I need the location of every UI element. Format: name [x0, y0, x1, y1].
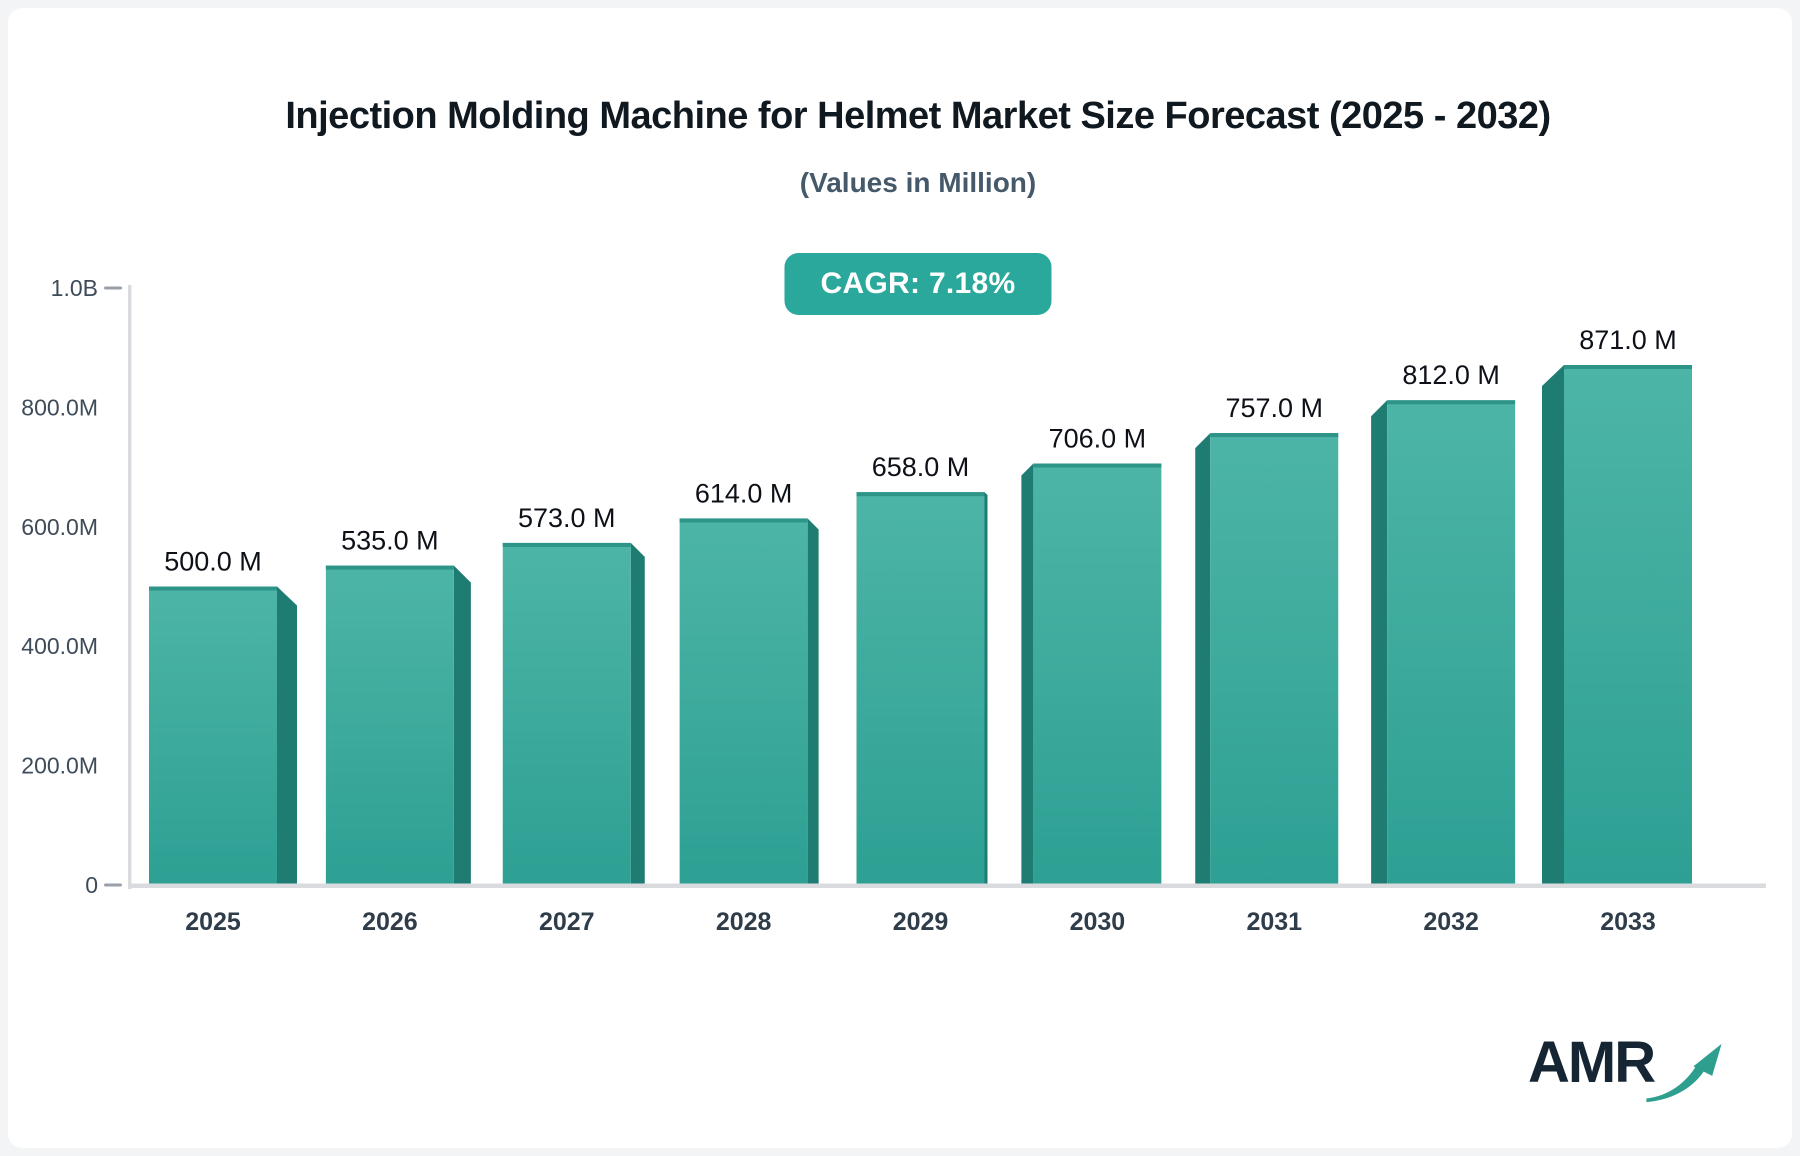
y-axis-label-600.0M: 600.0M — [21, 514, 98, 540]
bar-top-edge-2033 — [1564, 365, 1692, 370]
chart-title: Injection Molding Machine for Helmet Mar… — [285, 95, 1551, 137]
bar-2027[interactable] — [502, 542, 631, 885]
y-axis-line — [128, 285, 132, 889]
bar-2026[interactable] — [325, 565, 454, 885]
bar-side-2031[interactable] — [1195, 433, 1211, 885]
y-axis-label-400.0M: 400.0M — [21, 633, 98, 659]
x-axis-label-2027: 2027 — [539, 908, 595, 936]
bar-value-label: 535.0 M — [341, 526, 439, 556]
bar-2029[interactable] — [856, 492, 985, 885]
bar-top-edge-2030 — [1033, 463, 1162, 468]
bar-side-2025[interactable] — [277, 586, 297, 886]
bar-value-label: 706.0 M — [1049, 424, 1147, 454]
bar-side-2028[interactable] — [807, 518, 819, 885]
bar-2028[interactable] — [679, 518, 808, 885]
chart-subtitle: (Values in Million) — [799, 167, 1037, 198]
y-axis-label-800.0M: 800.0M — [21, 394, 98, 420]
amr-logo: AMR — [1528, 1034, 1726, 1104]
bar-side-2027[interactable] — [630, 542, 645, 885]
bar-top-edge-2031 — [1210, 433, 1339, 438]
bar-top-edge-2026 — [325, 565, 454, 570]
x-axis-label-2030: 2030 — [1070, 908, 1126, 936]
growth-arrow-icon — [1646, 1043, 1722, 1103]
bar-top-edge-2027 — [502, 542, 631, 547]
bar-top-edge-2028 — [679, 518, 808, 523]
bar-2025[interactable] — [149, 586, 277, 886]
bar-side-2029[interactable] — [984, 492, 988, 885]
y-axis-label-0: 0 — [85, 872, 98, 898]
y-axis-tick-dash — [104, 286, 122, 290]
y-axis-label-200.0M: 200.0M — [21, 753, 98, 779]
y-axis-tick-dash — [104, 883, 122, 887]
bar-top-edge-2032 — [1387, 400, 1516, 405]
cagr-badge: CAGR: 7.18% — [784, 253, 1052, 315]
bar-value-label: 573.0 M — [518, 503, 616, 533]
bar-value-label: 871.0 M — [1579, 325, 1677, 355]
bar-value-label: 614.0 M — [695, 478, 793, 508]
bar-top-edge-2025 — [149, 586, 277, 591]
bar-side-2032[interactable] — [1371, 400, 1388, 885]
bar-side-2030[interactable] — [1021, 463, 1034, 885]
x-axis-label-2032: 2032 — [1423, 908, 1479, 936]
x-axis-label-2026: 2026 — [362, 908, 418, 936]
bar-value-label: 812.0 M — [1402, 360, 1500, 390]
x-axis-label-2025: 2025 — [185, 908, 241, 936]
bar-value-label: 500.0 M — [164, 547, 262, 577]
y-axis-label-1.0B: 1.0B — [51, 275, 98, 301]
bar-top-edge-2029 — [856, 492, 985, 497]
bar-2033[interactable] — [1564, 365, 1692, 885]
x-axis-label-2033: 2033 — [1600, 908, 1656, 936]
bar-side-2026[interactable] — [453, 565, 471, 885]
bar-2032[interactable] — [1387, 400, 1516, 885]
x-axis-label-2028: 2028 — [716, 908, 772, 936]
amr-logo-text: AMR — [1528, 1030, 1656, 1095]
bar-value-label: 757.0 M — [1225, 393, 1323, 423]
bar-value-label: 658.0 M — [872, 452, 970, 482]
bar-side-2033[interactable] — [1542, 365, 1564, 885]
x-axis-label-2029: 2029 — [893, 908, 949, 936]
bar-2031[interactable] — [1210, 433, 1339, 885]
x-axis-label-2031: 2031 — [1246, 908, 1302, 936]
x-axis-line — [128, 883, 1766, 888]
bar-2030[interactable] — [1033, 463, 1162, 885]
